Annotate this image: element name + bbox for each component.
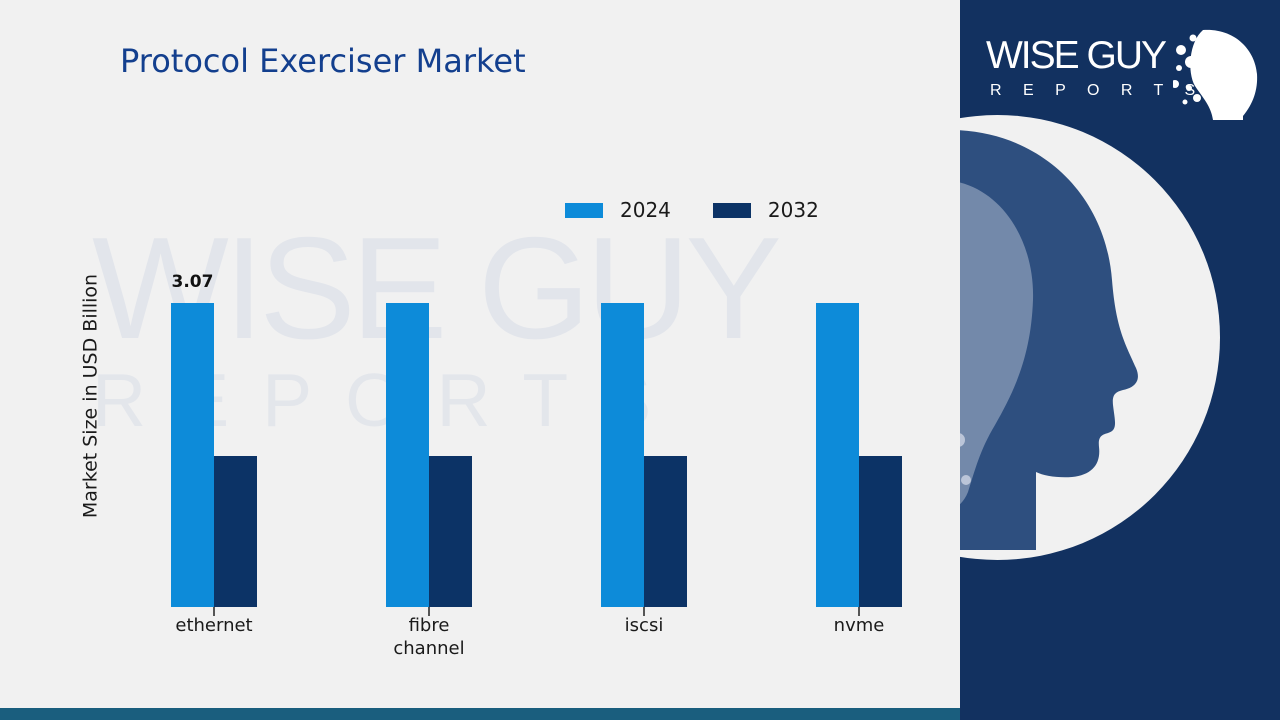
logo-subtitle: R E P O R T S (990, 82, 1204, 99)
chart-legend: 2024 2032 (565, 198, 819, 222)
head-silhouette-icon (960, 130, 1138, 550)
bar-nvme-2032[interactable] (859, 456, 902, 607)
bar-iscsi-2032[interactable] (644, 456, 687, 607)
bar-fibre-channel-2024[interactable] (386, 303, 429, 607)
bar-iscsi-2024[interactable] (601, 303, 644, 607)
legend-label: 2032 (767, 198, 819, 222)
watermark-line-1: WISE GUY (92, 207, 782, 369)
page-title: Protocol Exerciser Market (120, 42, 526, 80)
brand-panel (960, 0, 1280, 720)
legend-item-2024[interactable]: 2024 (565, 198, 671, 222)
y-axis-label: Market Size in USD Billion (79, 273, 102, 519)
x-axis-tick (643, 607, 645, 616)
legend-item-2032[interactable]: 2032 (712, 198, 819, 222)
legend-swatch-icon (565, 202, 603, 218)
x-axis-tick (428, 607, 430, 616)
logo-head-icon (1173, 29, 1258, 120)
x-axis-tick (213, 607, 215, 616)
background-watermark: WISE GUY REPORTS (0, 205, 960, 475)
bar-value-label: 3.07 (171, 272, 214, 292)
footer-accent-bar (0, 708, 960, 720)
brain-dot-pattern-icon (960, 182, 1034, 505)
brand-logo: WISE GUY R E P O R T S (978, 29, 1268, 120)
logo-wordmark: WISE GUY (986, 34, 1167, 77)
bar-ethernet-2024[interactable] (171, 303, 214, 607)
x-axis-category-label: iscsi (624, 615, 664, 636)
x-axis-category-label: nvme (833, 615, 885, 636)
plot-area: 3.07 ethernet fibre channel iscsi nvme (171, 272, 902, 659)
legend-label: 2024 (620, 198, 671, 222)
bar-ethernet-2032[interactable] (214, 456, 257, 607)
x-axis-tick (858, 607, 860, 616)
x-axis-category-label: fibre channel (393, 615, 465, 659)
legend-swatch-icon (712, 202, 751, 218)
bar-fibre-channel-2032[interactable] (429, 456, 472, 607)
watermark-line-2: REPORTS (92, 358, 685, 442)
x-axis-category-label: ethernet (175, 615, 253, 636)
bar-nvme-2024[interactable] (816, 303, 859, 607)
